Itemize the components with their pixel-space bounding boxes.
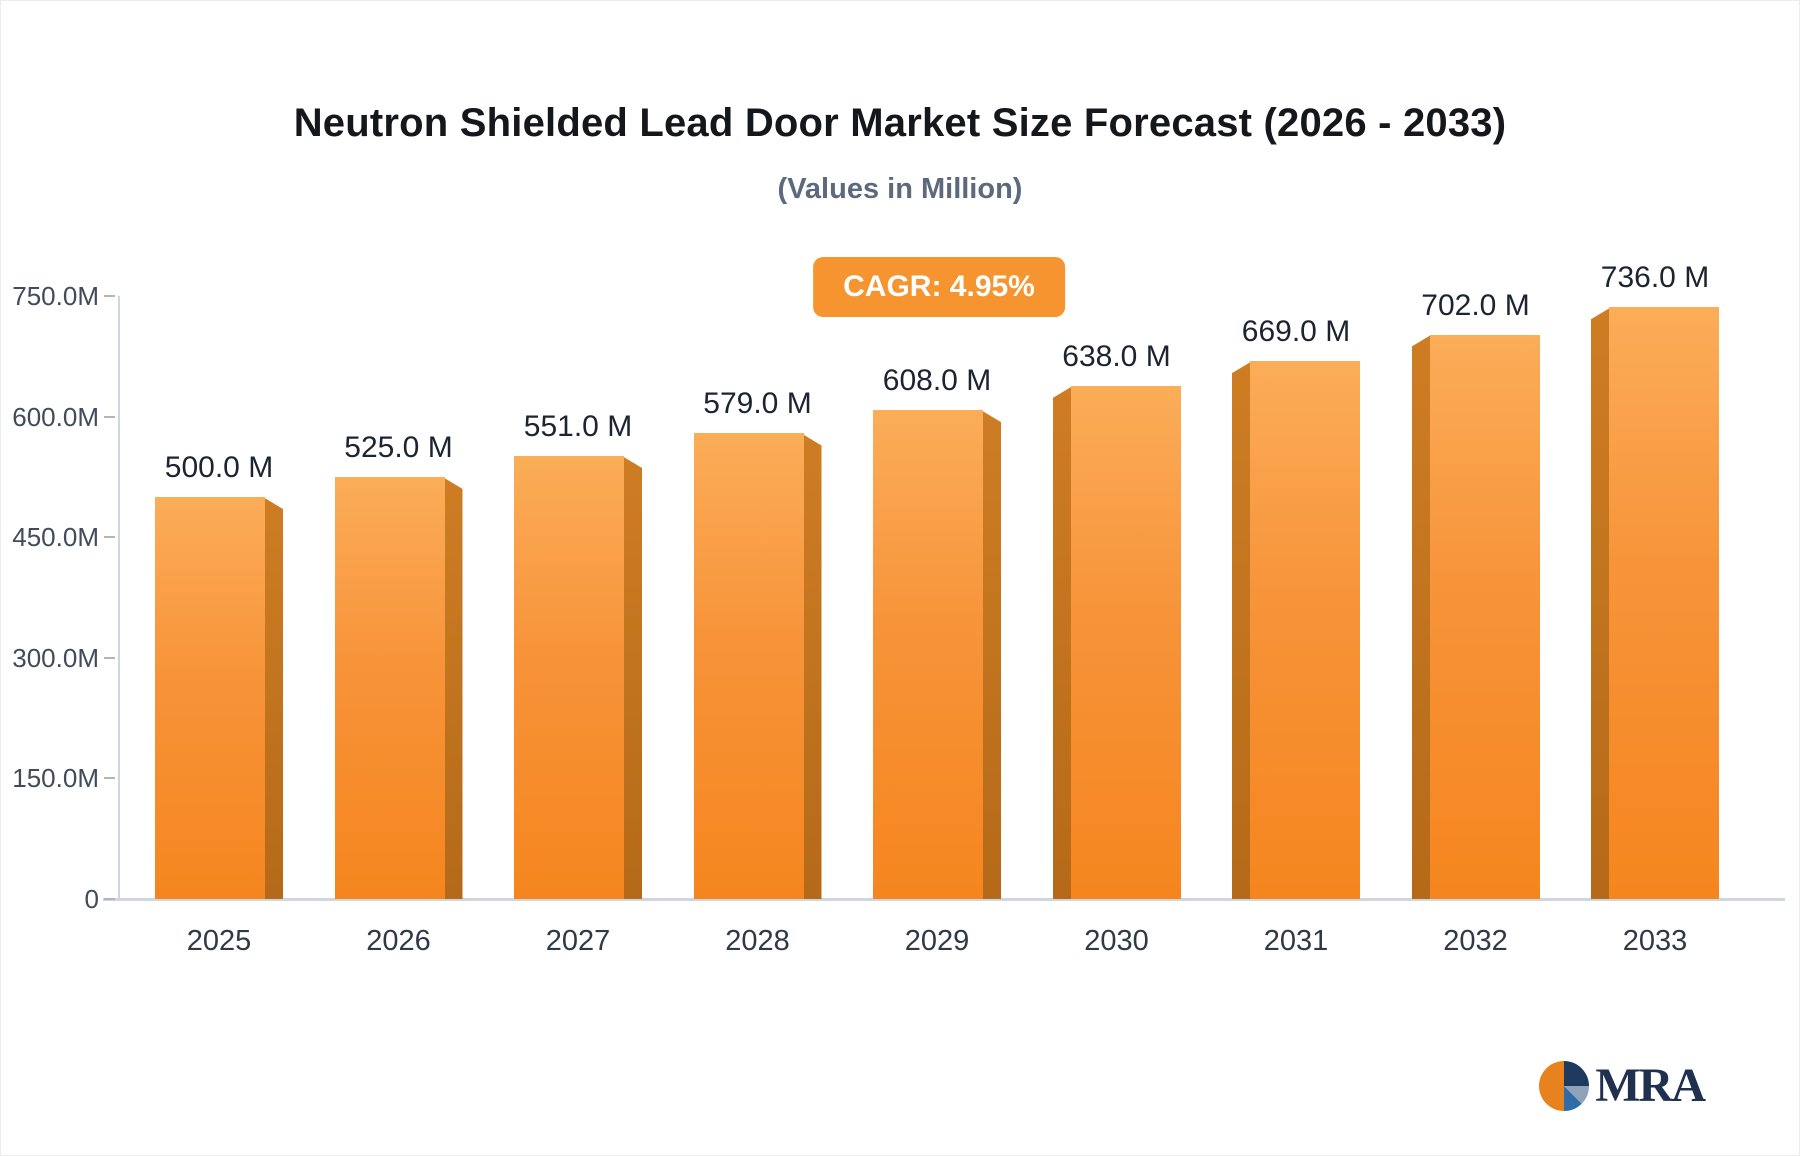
x-axis-label: 2028 [725,925,790,957]
bar-side-face [442,476,463,899]
y-axis-tick [104,295,115,297]
bar-group[interactable]: 551.0 M 2027 [514,410,642,957]
bar-side-face [1411,334,1432,899]
x-axis-label: 2030 [1084,925,1149,957]
y-axis-tick [104,898,115,900]
bar-side-face [263,497,283,899]
bar-value-label: 702.0 M [1421,288,1530,322]
bar-value-label: 608.0 M [882,364,992,398]
bar-group[interactable]: 736.0 M 2033 [1591,261,1719,957]
y-axis-label: 450.0M [12,522,99,553]
bar-face [155,497,265,899]
bar-face [1070,386,1181,899]
bar-side-face [1591,307,1611,899]
bar-value-label: 500.0 M [164,451,274,484]
bar-group[interactable]: 608.0 M 2029 [873,364,1001,957]
bar-face [693,433,804,899]
bar-value-label: 579.0 M [703,387,812,421]
chart-subtitle: (Values in Million) [777,173,1023,205]
bar-group[interactable]: 638.0 M 2030 [1052,340,1181,957]
bar-group[interactable]: 669.0 M 2031 [1232,315,1360,957]
y-axis-tick [104,415,115,418]
x-axis-line [103,898,1785,901]
bar-face [1250,361,1360,899]
chart-title: Neutron Shielded Lead Door Market Size F… [293,101,1507,145]
bar-face [1609,307,1719,899]
bar-value-label: 551.0 M [523,410,633,443]
y-axis-label: 600.0M [12,401,99,432]
x-axis-label: 2026 [366,925,431,957]
x-axis-label: 2027 [545,925,611,957]
bar-side-face [622,456,642,899]
y-axis-label: 750.0M [12,281,99,311]
x-axis-label: 2029 [904,925,970,957]
bar-group[interactable]: 702.0 M 2032 [1411,289,1540,957]
bar-side-face [1232,361,1252,899]
bar-side-face [801,433,822,899]
bar-value-label: 638.0 M [1062,340,1171,374]
bar-side-face [981,410,1001,899]
y-axis-tick [104,656,115,659]
bar-group[interactable]: 525.0 M 2026 [334,431,463,957]
x-axis-label: 2033 [1622,925,1688,957]
y-axis-label: 0 [84,884,99,914]
bar-group[interactable]: 579.0 M 2028 [693,387,822,957]
bar-face [873,410,983,899]
y-axis-label: 300.0M [12,642,99,673]
logo-pie-icon [1539,1060,1590,1111]
plot-area: 500.0 M 2025 525.0 M 2026 551.0 M 2027 579.0 M… [118,261,1758,957]
bar-group[interactable]: 500.0 M 2025 [155,451,283,957]
bar-face [514,456,624,899]
y-axis-label: 150.0M [12,763,99,794]
y-axis-line [118,296,120,899]
cagr-badge: CAGR: 4.95% [813,257,1065,317]
y-axis-tick [104,777,115,780]
bar-value-label: 736.0 M [1600,261,1710,295]
logo-text: MRA [1595,1059,1706,1112]
x-axis-label: 2032 [1443,925,1508,957]
bar-face [334,476,445,899]
bar-value-label: 525.0 M [344,430,453,464]
x-axis-label: 2031 [1263,925,1329,957]
bar-face [1429,334,1540,899]
bar-side-face [1052,386,1073,899]
y-axis-tick [104,536,115,539]
brand-logo[interactable]: MRA [1537,1058,1706,1113]
x-axis-label: 2025 [186,925,252,957]
bar-value-label: 669.0 M [1241,315,1351,349]
